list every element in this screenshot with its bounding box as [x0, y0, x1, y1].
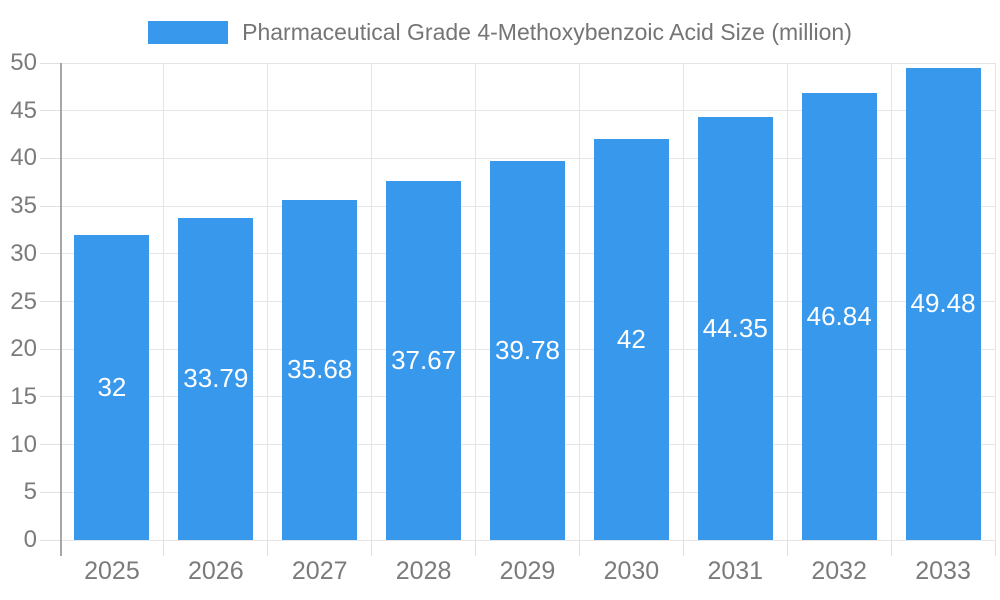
bar-value-label: 39.78 — [494, 334, 561, 365]
gridline-x-6 — [682, 63, 684, 540]
gridline-y-0 — [60, 539, 995, 541]
y-tick-30 — [40, 253, 60, 255]
x-axis-label-2030: 2030 — [603, 557, 660, 585]
x-axis-label-2025: 2025 — [84, 557, 140, 585]
x-tick-9 — [994, 540, 996, 556]
legend-label[interactable]: Pharmaceutical Grade 4-Methoxybenzoic Ac… — [242, 18, 852, 45]
gridline-y-40 — [60, 157, 995, 159]
y-axis-label-45: 45 — [10, 96, 37, 124]
x-axis-label-2033: 2033 — [915, 557, 971, 585]
bar-value-label: 37.67 — [391, 344, 457, 375]
y-axis-line — [60, 63, 62, 556]
y-axis-label-50: 50 — [10, 49, 37, 76]
legend-item[interactable]: Pharmaceutical Grade 4-Methoxybenzoic Ac… — [0, 17, 1000, 47]
y-tick-10 — [40, 444, 60, 446]
gridline-x-9 — [994, 63, 996, 540]
bar-2031[interactable]: 44.35 — [697, 116, 773, 540]
y-axis-label-20: 20 — [10, 335, 37, 363]
bar-value-label: 33.79 — [183, 363, 249, 394]
bar-value-label: 35.68 — [287, 354, 353, 385]
x-tick-4 — [475, 540, 477, 556]
bar-2030[interactable]: 42 — [593, 139, 669, 540]
y-tick-25 — [40, 301, 60, 302]
x-axis-label-2031: 2031 — [707, 557, 764, 585]
x-axis-label-2028: 2028 — [395, 557, 452, 585]
y-axis-label-35: 35 — [10, 192, 37, 220]
gridline-x-5 — [578, 63, 580, 540]
x-axis-label-2026: 2026 — [188, 557, 244, 585]
bar-2032[interactable]: 46.84 — [801, 93, 877, 540]
bar-2025[interactable]: 32 — [74, 234, 150, 540]
plot-area: 32 33.79 35.68 37.67 39.78 42 44.35 46.84 49.48 — [40, 62, 996, 556]
x-axis-label-2032: 2032 — [811, 557, 867, 585]
y-axis-label-0: 0 — [23, 526, 37, 553]
y-tick-5 — [40, 491, 60, 493]
y-tick-40 — [40, 157, 60, 159]
x-tick-3 — [371, 540, 373, 556]
y-axis-label-15: 15 — [10, 382, 37, 410]
bar-value-label: 46.84 — [806, 301, 872, 332]
y-axis-label-25: 25 — [10, 287, 37, 315]
bar-value-label: 49.48 — [910, 288, 976, 319]
gridline-x-7 — [786, 63, 788, 540]
y-tick-20 — [40, 348, 60, 350]
legend-swatch[interactable] — [148, 20, 229, 44]
gridline-x-4 — [475, 63, 477, 540]
gridline-x-2 — [267, 63, 269, 540]
gridline-x-8 — [890, 63, 892, 540]
bar-value-label: 42 — [616, 324, 646, 355]
x-tick-6 — [682, 540, 684, 556]
bar-2026[interactable]: 33.79 — [178, 217, 254, 540]
y-axis-label-5: 5 — [23, 478, 37, 506]
bar-2033[interactable]: 49.48 — [905, 67, 981, 540]
x-axis-label-2027: 2027 — [291, 557, 348, 585]
x-tick-7 — [786, 540, 788, 556]
y-axis-label-10: 10 — [10, 430, 37, 458]
bar-value-label: 32 — [97, 371, 127, 402]
y-tick-45 — [40, 110, 60, 112]
gridline-x-3 — [371, 63, 373, 540]
gridline-y-45 — [60, 110, 995, 112]
bar-2029[interactable]: 39.78 — [490, 160, 565, 540]
y-axis-label-40: 40 — [10, 144, 37, 172]
gridline-y-50 — [60, 62, 995, 64]
x-axis-label-2029: 2029 — [499, 557, 556, 585]
x-tick-8 — [890, 540, 892, 556]
bar-value-label: 44.35 — [702, 312, 768, 343]
bar-2027[interactable]: 35.68 — [282, 199, 358, 540]
y-tick-35 — [40, 205, 60, 207]
x-tick-1 — [163, 540, 165, 556]
x-tick-5 — [578, 540, 580, 556]
y-axis-label-30: 30 — [10, 239, 37, 267]
y-tick-50 — [40, 62, 60, 64]
y-tick-0 — [40, 539, 60, 541]
gridline-x-1 — [163, 63, 165, 540]
x-tick-2 — [267, 540, 269, 556]
bar-2028[interactable]: 37.67 — [386, 180, 462, 540]
y-tick-15 — [40, 396, 60, 398]
